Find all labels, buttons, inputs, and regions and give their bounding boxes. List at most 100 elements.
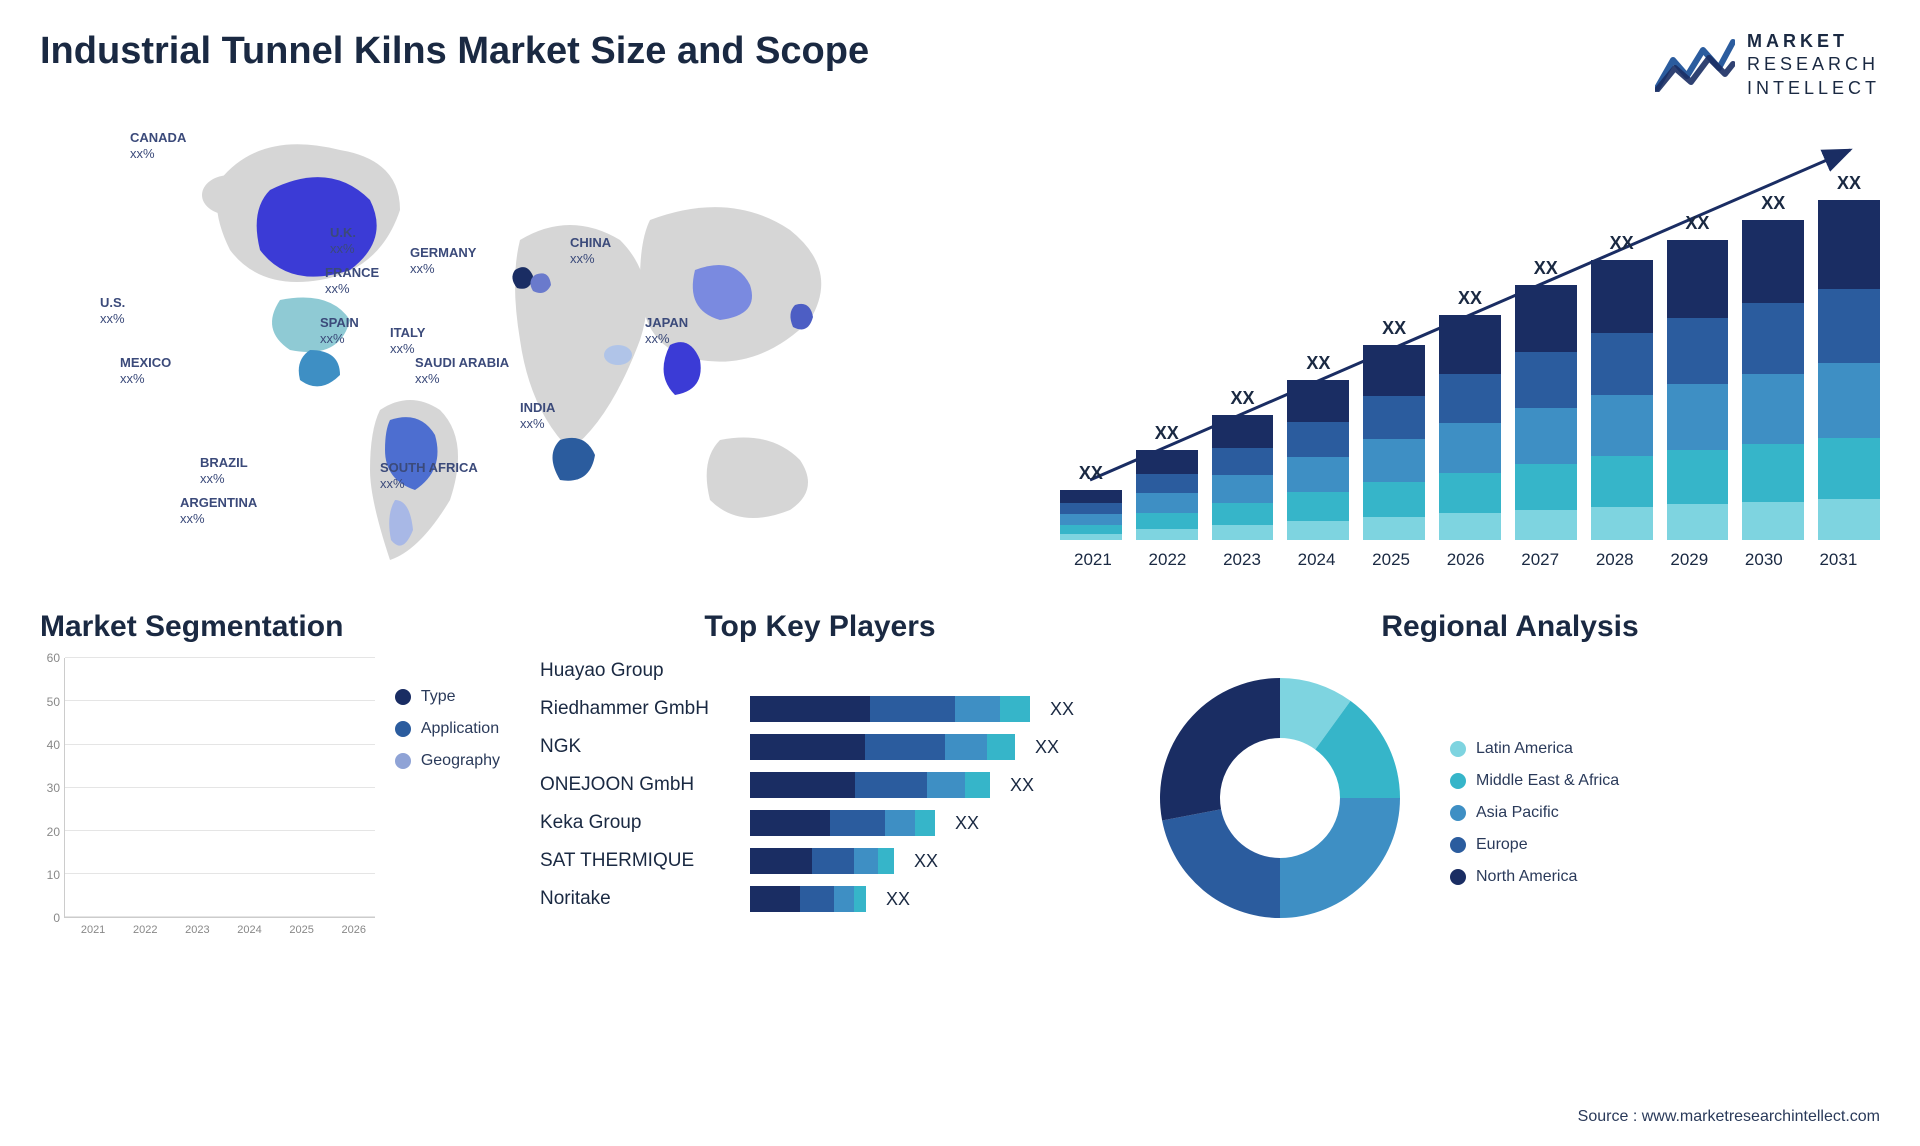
source-text: Source : www.marketresearchintellect.com [1578, 1108, 1880, 1126]
segmentation-section: Market Segmentation 0102030405060 202120… [40, 610, 500, 938]
growth-bar-label: XX [1382, 318, 1406, 339]
legend-item: Middle East & Africa [1450, 772, 1619, 790]
player-value: XX [1035, 737, 1059, 758]
player-row: Keka Group XX [540, 810, 1100, 836]
player-name: NGK [540, 736, 740, 758]
player-bar [750, 734, 1015, 760]
legend-label: Type [421, 688, 456, 706]
player-row: ONEJOON GmbH XX [540, 772, 1100, 798]
player-value: XX [955, 813, 979, 834]
legend-item: Application [395, 720, 500, 738]
donut-slice [1162, 809, 1280, 918]
growth-bar: XX [1287, 353, 1349, 540]
growth-bar-label: XX [1837, 173, 1861, 194]
legend-item: Asia Pacific [1450, 804, 1619, 822]
legend-item: Geography [395, 752, 500, 770]
map-label: JAPANxx% [645, 315, 688, 346]
growth-year-label: 2021 [1074, 550, 1112, 570]
legend-dot [1450, 741, 1466, 757]
logo-icon [1655, 38, 1735, 92]
map-label: BRAZILxx% [200, 455, 248, 486]
donut-slice [1160, 678, 1280, 820]
growth-bar: XX [1515, 258, 1577, 540]
growth-bar-label: XX [1458, 288, 1482, 309]
map-label: U.K.xx% [330, 225, 356, 256]
segmentation-chart: 0102030405060 202120222023202420252026 T… [40, 658, 500, 936]
growth-chart: XX XX XX XX XX XX XX XX XX XX XX 2021 2022 2023 2024 2… [1060, 120, 1880, 580]
growth-bar-label: XX [1306, 353, 1330, 374]
player-name: Riedhammer GmbH [540, 698, 740, 720]
players-title: Top Key Players [540, 610, 1100, 644]
page-title: Industrial Tunnel Kilns Market Size and … [40, 30, 869, 73]
growth-bar: XX [1363, 318, 1425, 540]
player-name: ONEJOON GmbH [540, 774, 740, 796]
seg-xlabel: 2021 [72, 924, 114, 936]
player-bar [750, 772, 990, 798]
growth-year-label: 2030 [1745, 550, 1783, 570]
donut-slice [1280, 798, 1400, 918]
seg-xlabel: 2026 [333, 924, 375, 936]
donut-svg [1140, 658, 1420, 938]
legend-label: Europe [1476, 836, 1528, 854]
player-bar [750, 696, 1030, 722]
seg-xlabel: 2022 [124, 924, 166, 936]
regional-chart: Latin America Middle East & Africa Asia Pa… [1140, 658, 1880, 938]
player-value: XX [886, 889, 910, 910]
map-label: SPAINxx% [320, 315, 359, 346]
seg-ytick: 20 [47, 825, 60, 839]
growth-bar: XX [1439, 288, 1501, 540]
player-row: Huayao Group [540, 658, 1100, 684]
growth-year-label: 2024 [1298, 550, 1336, 570]
player-value: XX [1050, 699, 1074, 720]
growth-bar: XX [1136, 423, 1198, 540]
player-bar [750, 848, 894, 874]
map-label: SOUTH AFRICAxx% [380, 460, 478, 491]
player-name: SAT THERMIQUE [540, 850, 740, 872]
player-bar [750, 886, 866, 912]
growth-year-label: 2025 [1372, 550, 1410, 570]
growth-bar: XX [1818, 173, 1880, 540]
legend-dot [395, 753, 411, 769]
growth-year-label: 2031 [1819, 550, 1857, 570]
growth-bar-label: XX [1685, 213, 1709, 234]
map-label: ITALYxx% [390, 325, 425, 356]
player-name: Keka Group [540, 812, 740, 834]
map-label: FRANCExx% [325, 265, 379, 296]
seg-ytick: 40 [47, 738, 60, 752]
player-value: XX [914, 851, 938, 872]
legend-item: Latin America [1450, 740, 1619, 758]
map-label: ARGENTINAxx% [180, 495, 257, 526]
growth-year-label: 2022 [1149, 550, 1187, 570]
growth-bar-label: XX [1610, 233, 1634, 254]
growth-bar-label: XX [1231, 388, 1255, 409]
legend-label: North America [1476, 868, 1577, 886]
map-label: CANADAxx% [130, 130, 186, 161]
player-value: XX [1010, 775, 1034, 796]
map-label: INDIAxx% [520, 400, 555, 431]
growth-bar: XX [1212, 388, 1274, 540]
seg-xlabel: 2025 [281, 924, 323, 936]
legend-dot [1450, 773, 1466, 789]
growth-bar-label: XX [1534, 258, 1558, 279]
seg-ytick: 0 [53, 911, 60, 925]
legend-item: North America [1450, 868, 1619, 886]
seg-ytick: 30 [47, 781, 60, 795]
logo: MARKET RESEARCH INTELLECT [1655, 30, 1880, 100]
regional-section: Regional Analysis Latin AmericaMiddle Ea… [1140, 610, 1880, 938]
player-name: Huayao Group [540, 660, 740, 682]
growth-bar-label: XX [1079, 463, 1103, 484]
legend-label: Middle East & Africa [1476, 772, 1619, 790]
players-section: Top Key Players Huayao Group Riedhammer G… [540, 610, 1100, 938]
player-row: SAT THERMIQUE XX [540, 848, 1100, 874]
map-label: GERMANYxx% [410, 245, 476, 276]
seg-ytick: 50 [47, 695, 60, 709]
legend-dot [395, 689, 411, 705]
seg-xlabel: 2023 [176, 924, 218, 936]
legend-dot [1450, 837, 1466, 853]
map-label: CHINAxx% [570, 235, 611, 266]
growth-year-label: 2023 [1223, 550, 1261, 570]
growth-bar-label: XX [1761, 193, 1785, 214]
seg-xlabel: 2024 [228, 924, 270, 936]
legend-label: Application [421, 720, 499, 738]
logo-text: MARKET RESEARCH INTELLECT [1747, 30, 1880, 100]
